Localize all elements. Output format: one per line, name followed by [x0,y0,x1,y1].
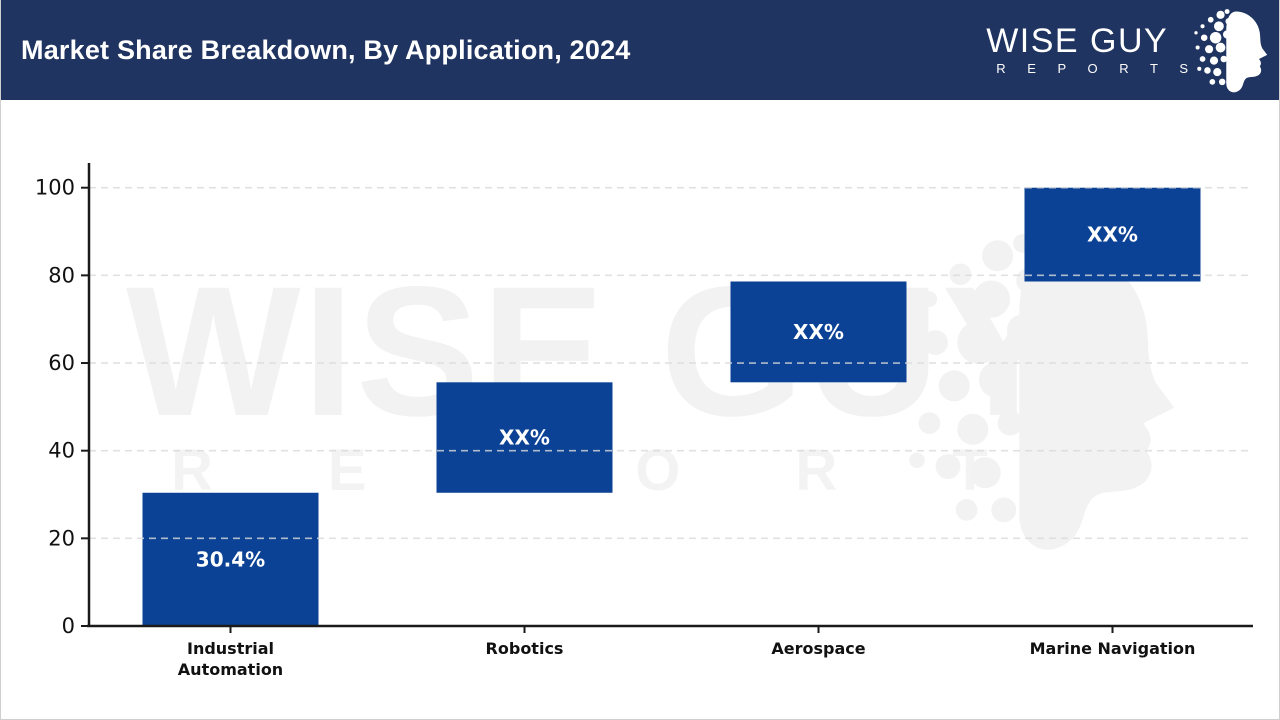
header-banner: Market Share Breakdown, By Application, … [1,0,1280,100]
gridlines-layer [89,186,1253,540]
waterfall-chart: 30.4% XX% XX% XX% Industrial Automation Roboti… [35,163,1253,679]
y-tick-label: 20 [48,526,75,550]
chart-title: Market Share Breakdown, By Application, … [21,34,631,65]
logo-dotted-head-icon [1191,5,1273,95]
bar-value-label-2: XX% [793,320,844,344]
y-tick-label: 100 [35,176,75,200]
bar-value-label-3: XX% [1087,223,1138,247]
category-label-3: Marine Navigation [1030,639,1196,658]
bar-value-label-1: XX% [499,426,550,450]
wise-guy-reports-logo: WISE GUY R E P O R T S [986,5,1280,95]
bar-segment-3 [1024,187,1201,282]
bars-layer: 30.4% XX% XX% XX% [142,187,1201,626]
category-label-2: Aerospace [771,639,865,658]
logo-text: WISE GUY R E P O R T S [986,24,1197,76]
y-tick-label: 0 [62,614,75,638]
bar-value-label-0: 30.4% [196,547,265,571]
y-tick-label: 80 [48,263,75,287]
bar-segment-2 [730,281,907,383]
logo-wordmark: WISE GUY [986,22,1169,60]
category-label-0: Industrial Automation [178,639,283,679]
bar-segment-1 [436,382,613,493]
y-tick-label: 40 [48,439,75,463]
logo-subtitle: R E P O R T S [996,61,1197,76]
category-label-1: Robotics [486,639,564,658]
chart-plot-area: WISE GUY REPORTS 30.4% XX% XX% XX% Industria… [1,100,1279,719]
axes-layer: Industrial Automation Robotics Aerospace Mar… [35,163,1253,679]
y-tick-label: 60 [48,351,75,375]
bar-segment-0 [142,492,319,626]
